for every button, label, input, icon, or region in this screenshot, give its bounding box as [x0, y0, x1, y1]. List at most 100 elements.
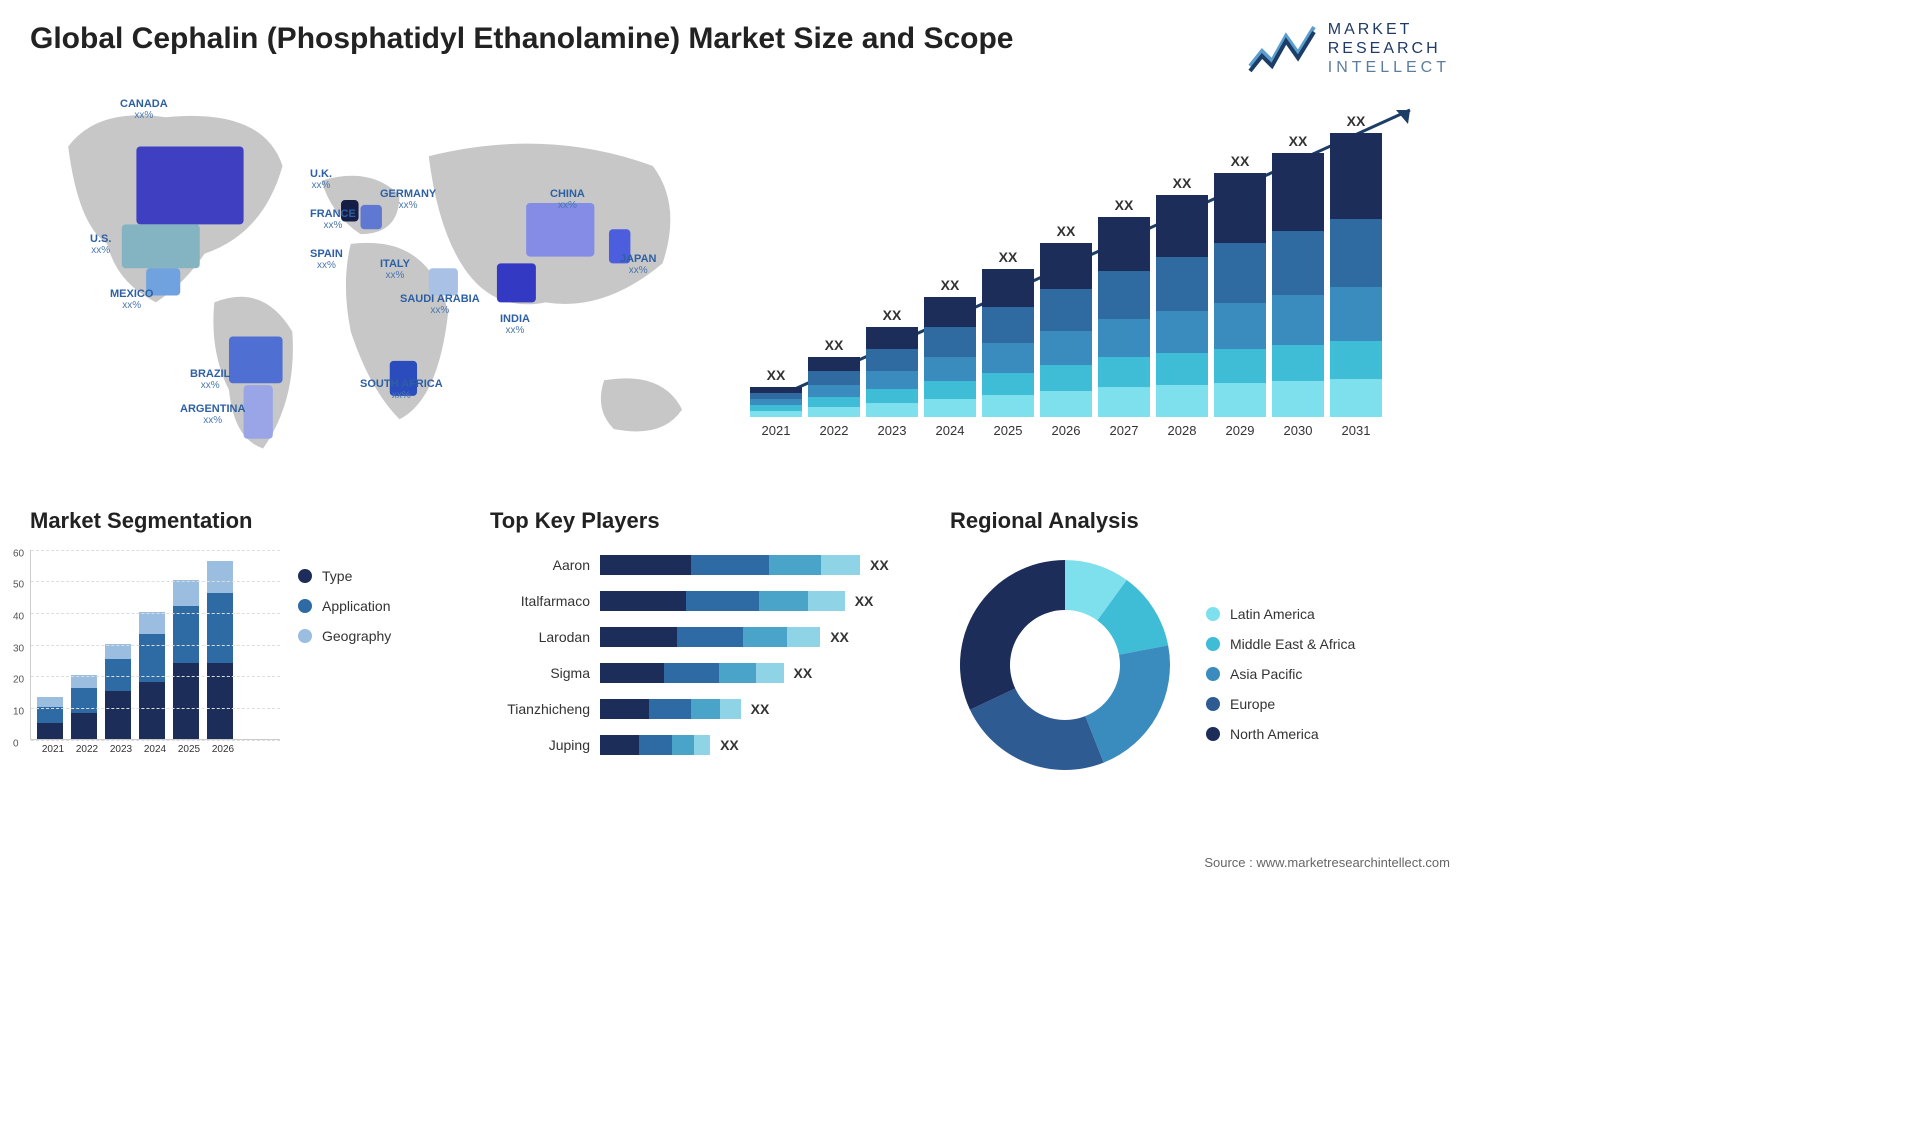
- seg-segment: [105, 691, 131, 739]
- map-label: U.S.xx%: [90, 233, 111, 257]
- donut-slice: [970, 688, 1104, 770]
- player-value: XX: [855, 593, 874, 609]
- player-segment: [600, 663, 664, 683]
- seg-segment: [173, 663, 199, 739]
- bar-segment: [1040, 289, 1092, 331]
- bar-year-label: 2031: [1342, 423, 1371, 438]
- seg-ytick: 60: [13, 548, 24, 559]
- player-bar: [600, 627, 820, 647]
- player-value: XX: [830, 629, 849, 645]
- bar-column: XX2024: [924, 277, 976, 438]
- player-segment: [600, 699, 649, 719]
- legend-label: Europe: [1230, 696, 1275, 712]
- logo-text-1: MARKET: [1328, 20, 1450, 39]
- bar-value-label: XX: [941, 277, 960, 293]
- seg-column: [207, 561, 233, 738]
- player-bar: [600, 591, 845, 611]
- logo-icon: [1248, 21, 1318, 76]
- player-name: Italfarmaco: [490, 593, 600, 609]
- bar-segment: [1098, 271, 1150, 319]
- player-segment: [649, 699, 691, 719]
- legend-label: Application: [322, 598, 391, 614]
- player-value: XX: [870, 557, 889, 573]
- player-segment: [759, 591, 808, 611]
- bar-value-label: XX: [1289, 133, 1308, 149]
- bar-year-label: 2030: [1284, 423, 1313, 438]
- legend-label: North America: [1230, 726, 1319, 742]
- seg-segment: [37, 697, 63, 707]
- seg-column: [37, 697, 63, 738]
- player-value: XX: [751, 701, 770, 717]
- bar-segment: [1040, 243, 1092, 289]
- player-segment: [787, 627, 820, 647]
- logo-text-3: INTELLECT: [1328, 58, 1450, 77]
- player-segment: [808, 591, 845, 611]
- regional-title: Regional Analysis: [950, 508, 1450, 534]
- player-segment: [720, 699, 741, 719]
- bar-year-label: 2025: [994, 423, 1023, 438]
- map-label: SPAINxx%: [310, 248, 343, 272]
- bar-segment: [866, 327, 918, 349]
- bar-segment: [808, 371, 860, 385]
- map-label: ARGENTINAxx%: [180, 403, 245, 427]
- legend-swatch: [1206, 727, 1220, 741]
- player-row: JupingXX: [490, 730, 920, 760]
- player-segment: [664, 663, 719, 683]
- legend-item: Europe: [1206, 696, 1355, 712]
- bar-segment: [924, 327, 976, 357]
- bar-segment: [1272, 231, 1324, 295]
- seg-year-label: 2023: [108, 744, 134, 755]
- bar-segment: [1214, 173, 1266, 243]
- player-segment: [691, 555, 769, 575]
- player-bar: [600, 735, 710, 755]
- bar-value-label: XX: [883, 307, 902, 323]
- map-label: CHINAxx%: [550, 188, 585, 212]
- player-name: Aaron: [490, 557, 600, 573]
- legend-label: Type: [322, 568, 352, 584]
- bar-segment: [1272, 345, 1324, 381]
- player-segment: [743, 627, 787, 647]
- player-row: Italfarmaco XX: [490, 586, 920, 616]
- seg-year-label: 2024: [142, 744, 168, 755]
- legend-item: Latin America: [1206, 606, 1355, 622]
- legend-item: Geography: [298, 628, 391, 644]
- player-row: SigmaXX: [490, 658, 920, 688]
- bar-year-label: 2022: [820, 423, 849, 438]
- legend-item: Asia Pacific: [1206, 666, 1355, 682]
- player-segment: [600, 735, 639, 755]
- bar-year-label: 2023: [878, 423, 907, 438]
- bar-value-label: XX: [1057, 223, 1076, 239]
- player-name: Juping: [490, 737, 600, 753]
- seg-segment: [139, 612, 165, 634]
- bar-segment: [1330, 341, 1382, 379]
- player-bar: [600, 699, 741, 719]
- regional-legend: Latin AmericaMiddle East & AfricaAsia Pa…: [1206, 588, 1355, 742]
- player-value: XX: [794, 665, 813, 681]
- bar-segment: [1156, 385, 1208, 417]
- legend-label: Latin America: [1230, 606, 1315, 622]
- player-segment: [600, 627, 677, 647]
- seg-segment: [37, 707, 63, 723]
- seg-segment: [139, 682, 165, 739]
- bar-segment: [982, 343, 1034, 373]
- player-segment: [639, 735, 672, 755]
- bar-segment: [1330, 379, 1382, 417]
- bar-segment: [982, 269, 1034, 307]
- player-row: Aaron XX: [490, 550, 920, 580]
- bar-segment: [924, 357, 976, 381]
- bar-column: XX2025: [982, 249, 1034, 438]
- map-label: MEXICOxx%: [110, 288, 153, 312]
- bar-segment: [1098, 387, 1150, 417]
- legend-item: Type: [298, 568, 391, 584]
- bar-year-label: 2028: [1168, 423, 1197, 438]
- bar-segment: [1156, 195, 1208, 257]
- source-credit: Source : www.marketresearchintellect.com: [1204, 855, 1450, 870]
- seg-segment: [207, 561, 233, 593]
- player-segment: [686, 591, 759, 611]
- seg-year-label: 2022: [74, 744, 100, 755]
- seg-ytick: 10: [13, 706, 24, 717]
- bar-year-label: 2029: [1226, 423, 1255, 438]
- seg-year-label: 2026: [210, 744, 236, 755]
- seg-segment: [207, 663, 233, 739]
- player-segment: [677, 627, 743, 647]
